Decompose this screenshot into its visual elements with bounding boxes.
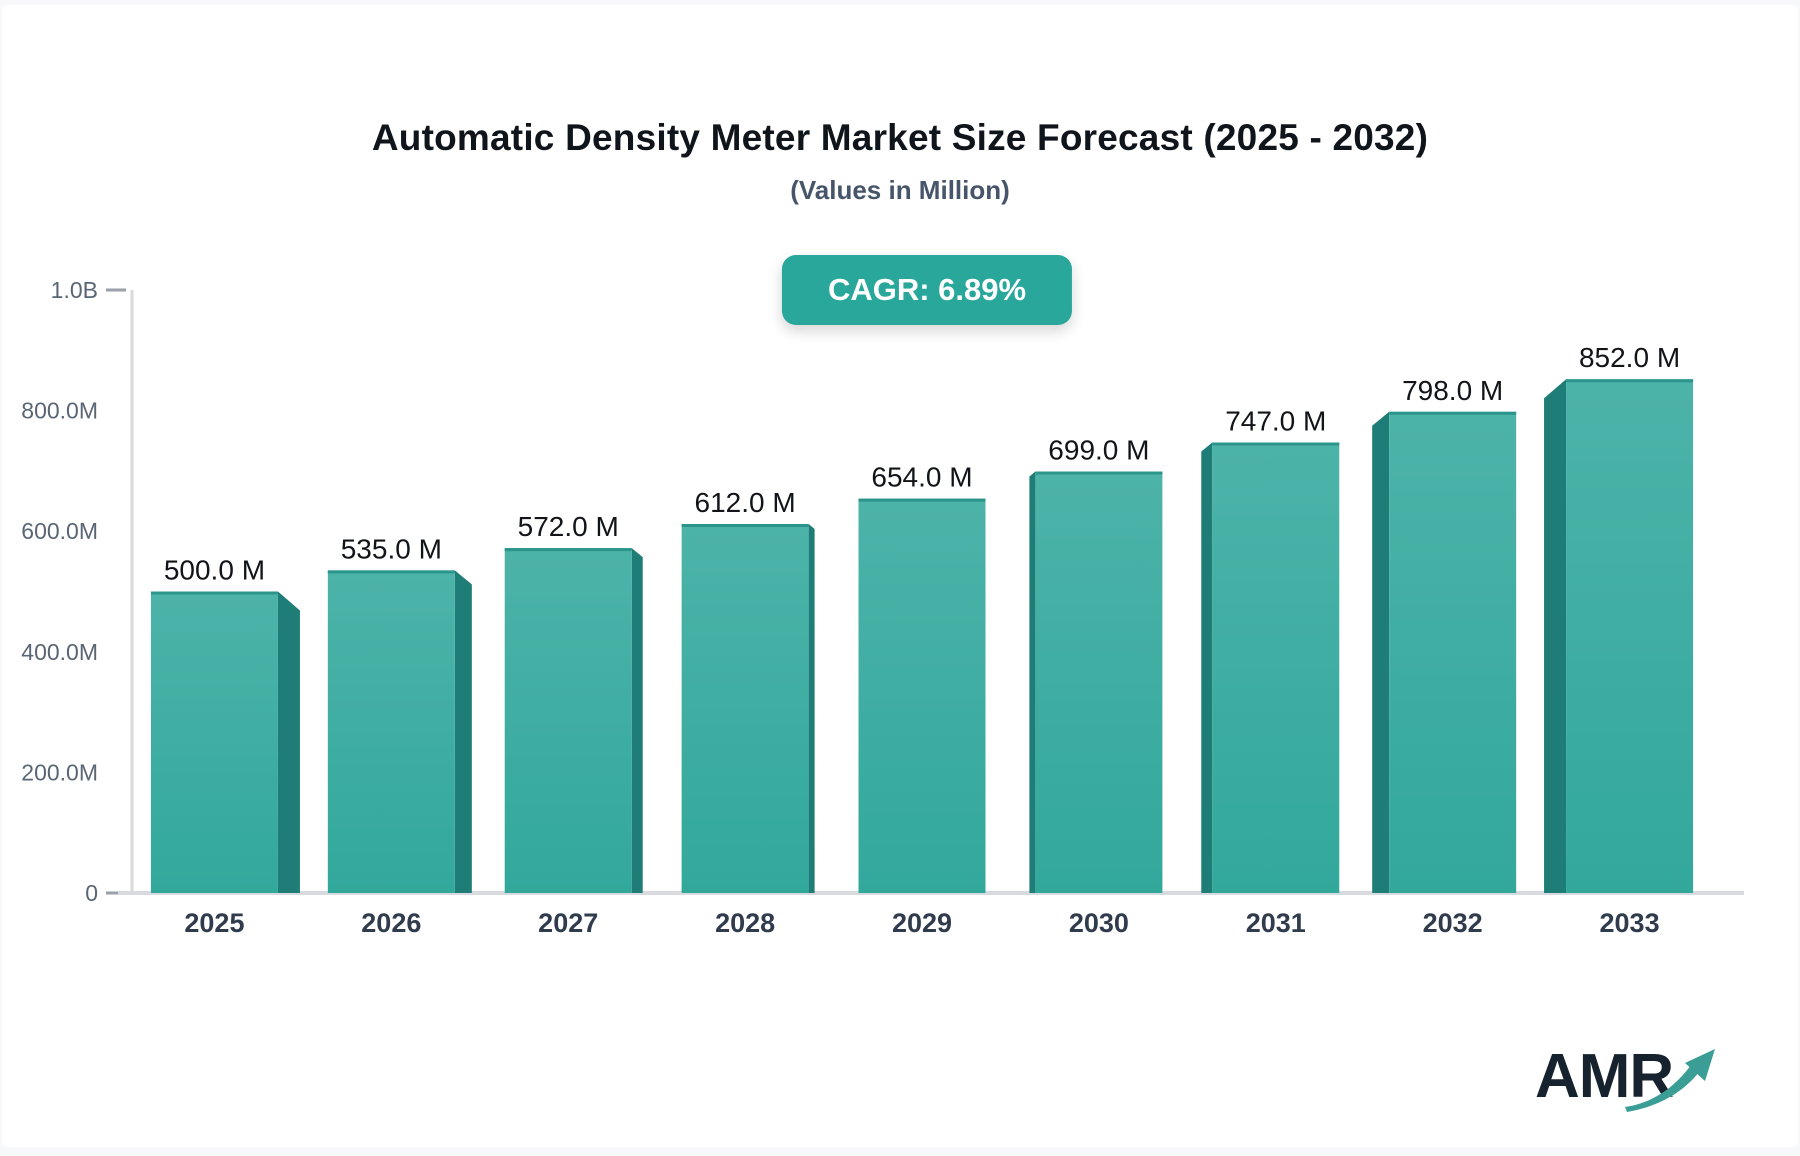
amr-logo: AMR xyxy=(1535,1041,1725,1119)
bar-front-face xyxy=(858,498,986,893)
x-axis-category-label: 2026 xyxy=(361,908,421,938)
bar-2031: 747.0 M 2031 xyxy=(1201,406,1340,938)
bar-front-face xyxy=(1389,411,1517,893)
bar-value-label: 654.0 M xyxy=(871,462,972,493)
y-axis-tick-label: 1.0B xyxy=(51,277,98,303)
x-axis-category-label: 2032 xyxy=(1423,908,1483,938)
cagr-badge-label: CAGR: 6.89% xyxy=(827,272,1027,307)
bar-side-face xyxy=(1029,471,1036,893)
chart-card: Automatic Density Meter Market Size Fore… xyxy=(2,5,1798,1147)
x-axis-category-label: 2031 xyxy=(1246,908,1306,938)
bar-value-label: 852.0 M xyxy=(1579,342,1680,373)
bar-2033: 852.0 M 2033 xyxy=(1544,342,1694,938)
bar-value-label: 500.0 M xyxy=(164,555,265,586)
y-axis-tick-label: 400.0M xyxy=(21,639,98,665)
x-axis-category-label: 2028 xyxy=(715,908,775,938)
bar-side-face xyxy=(1372,411,1390,893)
bar-value-label: 798.0 M xyxy=(1402,375,1503,406)
x-axis-category-label: 2030 xyxy=(1069,908,1129,938)
bar-value-label: 572.0 M xyxy=(518,511,619,542)
bar-2027: 572.0 M 2027 xyxy=(504,511,643,938)
x-axis-category-label: 2027 xyxy=(538,908,598,938)
bar-front-face xyxy=(504,548,632,893)
bar-front-face xyxy=(327,570,455,893)
y-axis-tick-label: 200.0M xyxy=(21,759,98,785)
bar-side-face xyxy=(277,591,300,893)
x-axis-category-label: 2025 xyxy=(184,908,244,938)
bar-2029: 654.0 M 2029 xyxy=(858,462,986,938)
chart-title: Automatic Density Meter Market Size Fore… xyxy=(371,117,1429,158)
cagr-badge: CAGR: 6.89% xyxy=(781,255,1073,325)
bar-front-face xyxy=(150,591,278,893)
bar-front-face xyxy=(1212,442,1340,893)
bar-front-face xyxy=(1566,379,1694,893)
bar-side-face xyxy=(808,523,815,893)
bar-value-label: 747.0 M xyxy=(1225,406,1326,437)
y-axis-tick-label: 600.0M xyxy=(21,518,98,544)
chart-subtitle: (Values in Million) xyxy=(790,175,1010,205)
bar-front-face xyxy=(681,523,809,893)
bar-side-face xyxy=(1201,442,1213,893)
bar-value-label: 612.0 M xyxy=(695,487,796,518)
bar-2028: 612.0 M 2028 xyxy=(681,487,815,938)
bar-value-label: 699.0 M xyxy=(1048,435,1149,466)
bar-chart: 0 200.0M 400.0M 600.0M 800.0M 1.0B 500.0 M 2025… xyxy=(21,277,1744,938)
bar-2025: 500.0 M 2025 xyxy=(150,555,300,938)
bar-2026: 535.0 M 2026 xyxy=(327,533,472,938)
amr-logo-arrow-icon xyxy=(1625,1049,1715,1112)
bar-front-face xyxy=(1035,471,1163,893)
bar-side-face xyxy=(1544,379,1567,893)
bar-value-label: 535.0 M xyxy=(341,533,442,564)
x-axis-category-label: 2029 xyxy=(892,908,952,938)
y-axis-tick-label: 800.0M xyxy=(21,398,98,424)
y-axis-tick-label: 0 xyxy=(85,880,98,906)
bar-2032: 798.0 M 2032 xyxy=(1372,375,1517,938)
bar-2030: 699.0 M 2030 xyxy=(1029,435,1163,938)
x-axis-category-label: 2033 xyxy=(1600,908,1660,938)
bar-side-face xyxy=(454,570,472,893)
bar-side-face xyxy=(631,548,643,893)
